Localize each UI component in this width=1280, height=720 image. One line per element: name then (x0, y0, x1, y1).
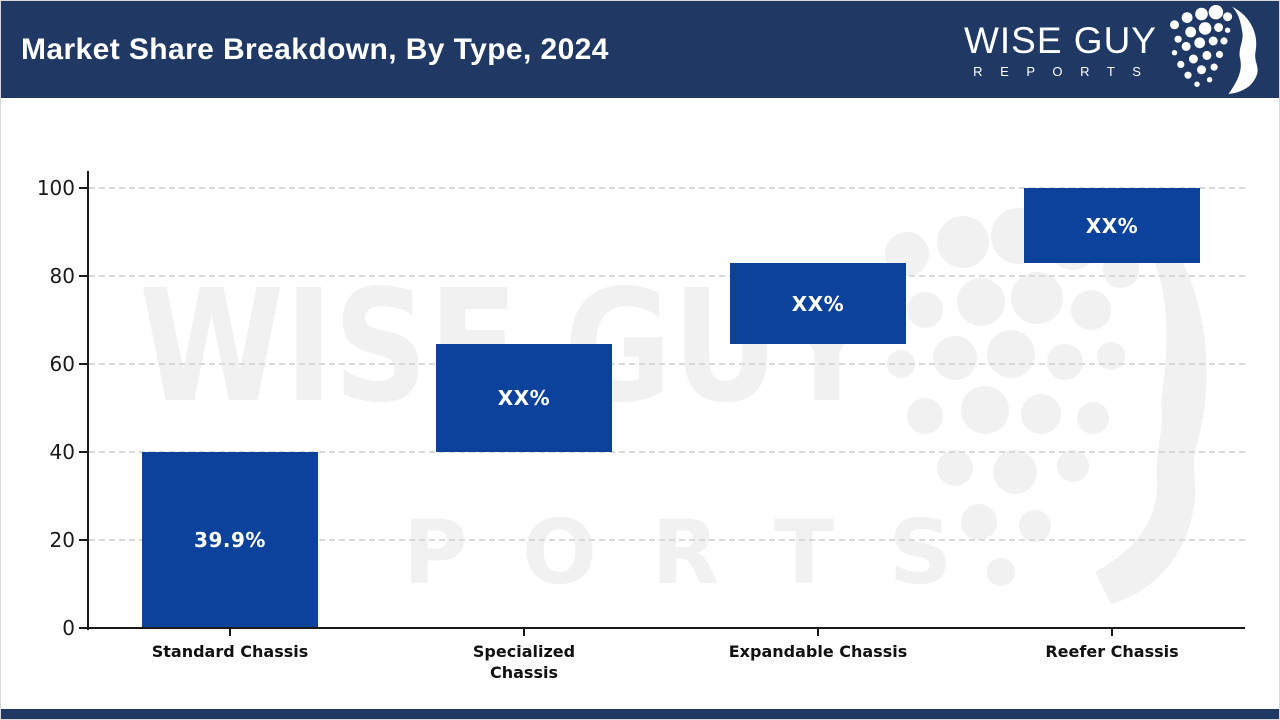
y-tick-label-40: 40 (49, 440, 75, 464)
x-tick-mark-reefer-chassis (1111, 628, 1113, 636)
bar-value-label: 39.9% (194, 528, 266, 553)
y-tick-mark-100 (79, 187, 87, 189)
y-tick-mark-80 (79, 275, 87, 277)
wiseguy-logo: WISE GUY R E P O R T S (963, 5, 1267, 95)
x-tick-label-reefer-chassis: Reefer Chassis (1045, 642, 1179, 661)
logo-head-icon (1170, 5, 1258, 95)
bar-specialized-chassis: XX% (436, 344, 612, 453)
footer-bar (1, 709, 1279, 719)
y-axis (87, 171, 89, 630)
header: Market Share Breakdown, By Type, 2024 WI… (1, 1, 1279, 98)
gridline-60 (89, 363, 1245, 365)
bar-expandable-chassis: XX% (730, 263, 906, 345)
gridline-40 (89, 451, 1245, 453)
bar-value-label: XX% (791, 291, 845, 316)
y-tick-label-0: 0 (62, 616, 75, 640)
x-tick-mark-specialized-chassis (523, 628, 525, 636)
bar-standard-chassis: 39.9% (142, 452, 318, 628)
x-tick-mark-expandable-chassis (817, 628, 819, 636)
x-tick-label-expandable-chassis: Expandable Chassis (728, 642, 908, 661)
y-tick-label-80: 80 (49, 264, 75, 288)
x-tick-label-standard-chassis: Standard Chassis (151, 642, 309, 661)
x-tick-mark-standard-chassis (229, 628, 231, 636)
logo-subtitle: R E P O R T S (973, 64, 1148, 79)
bar-value-label: XX% (1085, 213, 1139, 238)
logo-wordmark: WISE GUY (963, 20, 1157, 61)
watermark-text-line2: P O R T S (403, 501, 965, 604)
y-tick-mark-40 (79, 451, 87, 453)
y-tick-label-20: 20 (49, 528, 75, 552)
watermark-head-icon (885, 208, 1207, 604)
bar-value-label: XX% (497, 386, 551, 411)
gridline-80 (89, 275, 1245, 277)
y-tick-label-100: 100 (36, 176, 75, 200)
y-tick-mark-60 (79, 363, 87, 365)
page-title: Market Share Breakdown, By Type, 2024 (21, 32, 609, 66)
y-tick-mark-20 (79, 539, 87, 541)
x-tick-label-specialized-chassis: Specialized Chassis (472, 642, 576, 682)
gridline-100 (89, 187, 1245, 189)
gridline-20 (89, 539, 1245, 541)
y-tick-mark-0 (79, 627, 87, 629)
bar-reefer-chassis: XX% (1024, 188, 1200, 264)
y-tick-label-60: 60 (49, 352, 75, 376)
x-axis (87, 627, 1245, 629)
